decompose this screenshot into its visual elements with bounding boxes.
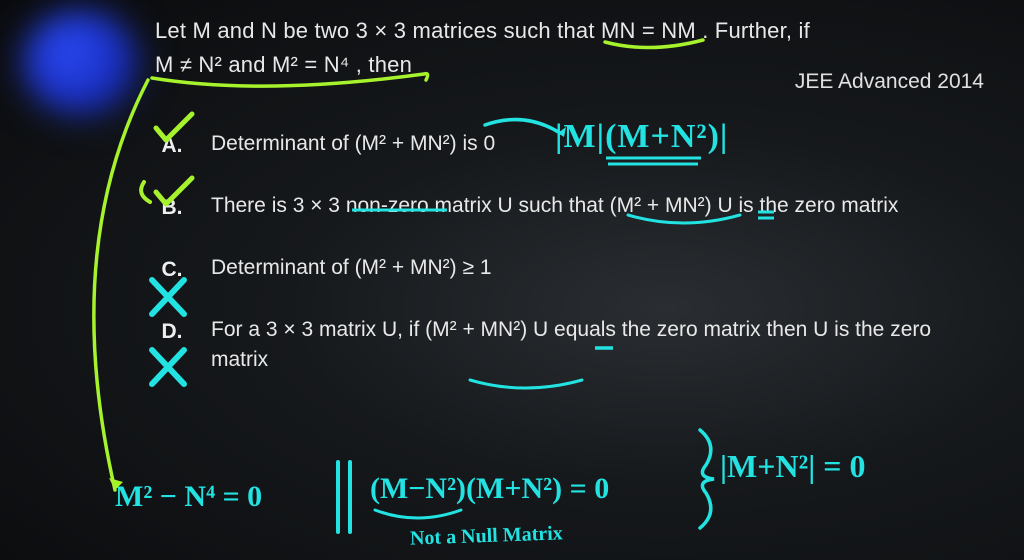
exam-tag: JEE Advanced 2014	[795, 70, 984, 94]
options-list: A. Determinant of (M² + MN²) is 0 B. The…	[155, 129, 994, 375]
option-marker: D.	[155, 315, 189, 349]
option-letter: C.	[162, 258, 183, 282]
option-text: Determinant of (M² + MN²) is 0	[211, 129, 495, 159]
handwriting-work-mid: (M−N²)(M+N²) = 0	[370, 472, 609, 506]
q-text: , then	[356, 52, 412, 77]
q-eq-1: MN = NM	[601, 18, 696, 43]
q-cond-a: M ≠ N²	[155, 52, 222, 77]
q-text: Let M and N be two 3 × 3 matrices such t…	[155, 18, 601, 43]
question-badge	[25, 12, 135, 112]
q-text: and	[228, 52, 272, 77]
handwriting-work-mid-note: Not a Null Matrix	[410, 522, 563, 550]
option-marker: A.	[155, 129, 189, 163]
option-a: A. Determinant of (M² + MN²) is 0	[155, 129, 994, 163]
option-letter: A.	[162, 134, 183, 158]
option-d: D. For a 3 × 3 matrix U, if (M² + MN²) U…	[155, 315, 994, 375]
handwriting-work-right: |M+N²| = 0	[720, 448, 865, 485]
option-text: There is 3 × 3 non-zero matrix U such th…	[211, 191, 898, 221]
handwriting-work-left: M² − N⁴ = 0	[115, 480, 262, 514]
option-c: C. Determinant of (M² + MN²) ≥ 1	[155, 253, 994, 287]
q-cond-b: M² = N⁴	[272, 52, 349, 77]
option-b: B. There is 3 × 3 non-zero matrix U such…	[155, 191, 994, 225]
option-letter: D.	[162, 320, 183, 344]
option-letter: B.	[162, 196, 183, 220]
option-marker: C.	[155, 253, 189, 287]
question-line-1: Let M and N be two 3 × 3 matrices such t…	[155, 15, 994, 47]
option-marker: B.	[155, 191, 189, 225]
option-text: For a 3 × 3 matrix U, if (M² + MN²) U eq…	[211, 315, 971, 375]
q-text: . Further, if	[702, 18, 810, 43]
option-text: Determinant of (M² + MN²) ≥ 1	[211, 253, 492, 283]
